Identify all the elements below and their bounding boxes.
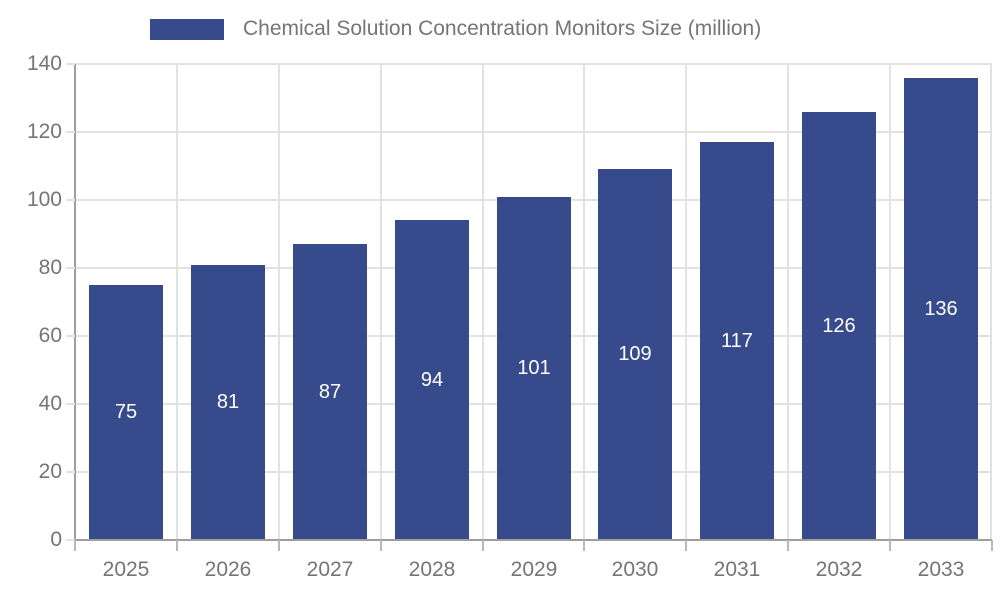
y-tick-mark-20 — [66, 471, 75, 473]
bar-2025: 75 — [89, 285, 163, 540]
gridline-x-6 — [685, 64, 687, 540]
x-tick-mark-0 — [74, 540, 76, 551]
y-tick-mark-100 — [66, 199, 75, 201]
y-tick-mark-40 — [66, 403, 75, 405]
x-tick-label-2033: 2033 — [917, 558, 965, 581]
x-tick-label-2030: 2030 — [611, 558, 659, 581]
bar-value-label-2030: 109 — [618, 343, 652, 365]
gridline-x-1 — [176, 64, 178, 540]
gridline-x-5 — [583, 64, 585, 540]
x-tick-mark-9 — [991, 540, 993, 551]
y-tick-mark-140 — [66, 63, 75, 65]
x-axis-line — [66, 539, 992, 541]
y-tick-label-20: 20 — [38, 460, 62, 483]
y-tick-mark-0 — [66, 539, 75, 541]
bar-value-label-2031: 117 — [721, 329, 753, 352]
bar-value-label-2032: 126 — [822, 314, 856, 337]
legend-label: Chemical Solution Concentration Monitors… — [243, 17, 762, 40]
legend-swatch — [150, 18, 224, 40]
bar-2030: 109 — [598, 169, 672, 540]
y-tick-label-100: 100 — [26, 188, 62, 211]
x-tick-label-2032: 2032 — [815, 558, 863, 581]
gridline-x-9 — [990, 64, 992, 540]
x-tick-label-2031: 2031 — [713, 558, 761, 581]
gridline-x-4 — [482, 64, 484, 540]
x-tick-mark-2 — [278, 540, 280, 551]
x-tick-label-2028: 2028 — [408, 558, 456, 581]
x-tick-label-2029: 2029 — [510, 558, 558, 581]
y-tick-label-140: 140 — [26, 52, 62, 75]
bar-value-label-2028: 94 — [420, 368, 444, 391]
y-tick-label-120: 120 — [26, 120, 62, 143]
bar-2032: 126 — [802, 112, 876, 540]
legend: Chemical Solution Concentration Monitors… — [150, 17, 761, 41]
x-tick-mark-5 — [583, 540, 585, 551]
x-tick-label-2027: 2027 — [306, 558, 354, 581]
x-tick-label-2026: 2026 — [204, 558, 252, 581]
bar-2031: 117 — [700, 142, 774, 540]
bar-value-label-2029: 101 — [517, 357, 551, 379]
bar-value-label-2033: 136 — [924, 297, 958, 320]
y-tick-label-40: 40 — [38, 392, 62, 415]
x-tick-mark-4 — [482, 540, 484, 551]
gridline-x-8 — [889, 64, 891, 540]
gridline-x-7 — [787, 64, 789, 540]
bar-value-label-2026: 81 — [216, 391, 240, 413]
bar-value-label-2027: 87 — [318, 380, 342, 403]
y-axis-line — [74, 64, 76, 541]
y-tick-label-60: 60 — [38, 324, 62, 347]
bar-2026: 81 — [191, 265, 265, 540]
bar-2029: 101 — [497, 197, 571, 540]
bar-value-label-2025: 75 — [114, 401, 138, 423]
gridline-x-2 — [278, 64, 280, 540]
y-tick-mark-80 — [66, 267, 75, 269]
x-tick-mark-3 — [380, 540, 382, 551]
plot-area: 75 81 87 94 101 109 117 126 136 — [75, 63, 992, 540]
x-tick-mark-1 — [176, 540, 178, 551]
y-tick-mark-60 — [66, 335, 75, 337]
bar-2028: 94 — [395, 220, 469, 540]
x-tick-mark-7 — [787, 540, 789, 551]
bar-2027: 87 — [293, 244, 367, 540]
y-tick-label-0: 0 — [50, 528, 62, 551]
y-tick-mark-120 — [66, 131, 75, 133]
x-tick-mark-8 — [889, 540, 891, 551]
gridline-y-140 — [75, 63, 992, 65]
gridline-x-3 — [380, 64, 382, 540]
y-tick-label-80: 80 — [38, 256, 62, 279]
x-tick-mark-6 — [685, 540, 687, 551]
bar-2033: 136 — [904, 78, 978, 540]
x-tick-label-2025: 2025 — [102, 558, 150, 581]
